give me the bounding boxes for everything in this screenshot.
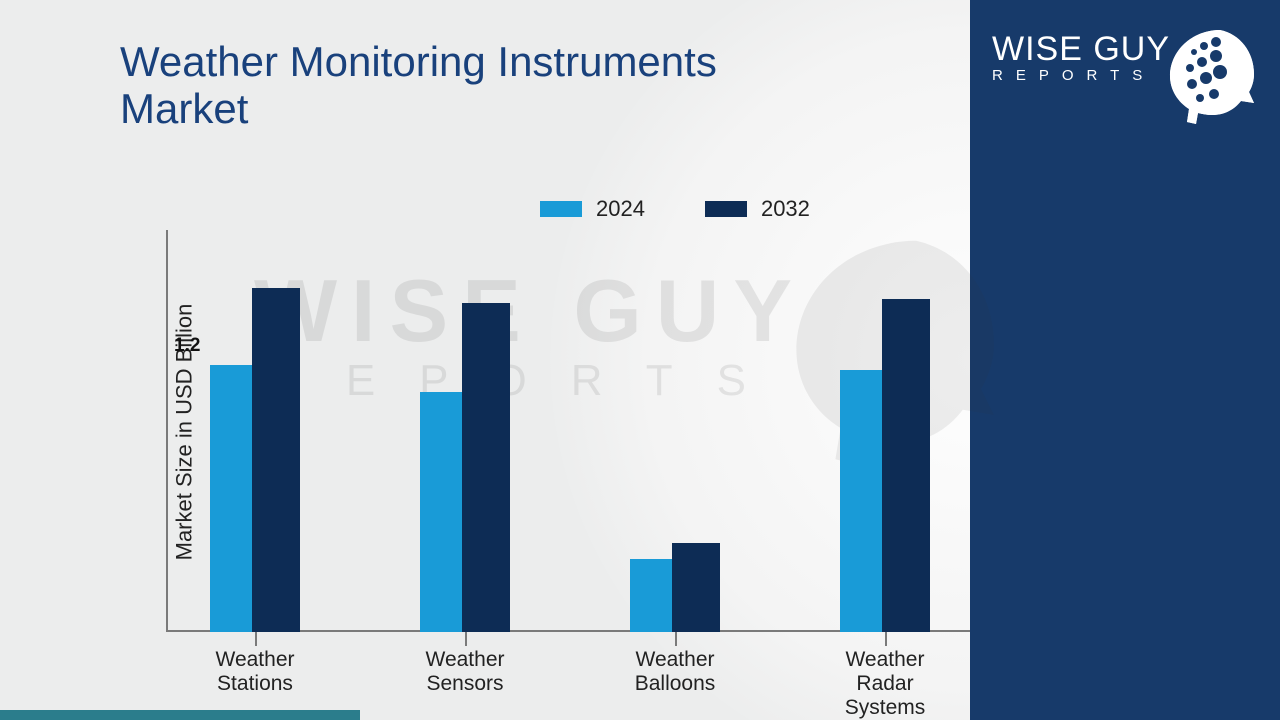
bar-chart: Market Size in USD Billion Weather Stati… xyxy=(100,232,970,632)
x-label: Weather Stations xyxy=(216,648,295,696)
x-label: Weather Sensors xyxy=(426,648,505,696)
y-axis xyxy=(166,230,168,632)
bottom-stripe xyxy=(0,710,360,720)
brand-line2: REPORTS xyxy=(992,67,1252,84)
chart-canvas: WISE GUY REPORTS WISE GUY REPORTS xyxy=(0,0,1280,720)
x-label: Weather Balloons xyxy=(635,648,716,696)
legend-swatch-2024 xyxy=(540,201,582,217)
bar-2024 xyxy=(420,392,468,632)
bar-2032 xyxy=(462,303,510,632)
bar-pair xyxy=(180,232,330,632)
brand-line1: WISE GUY xyxy=(992,30,1252,69)
bar-2024 xyxy=(210,365,258,632)
x-tick xyxy=(255,632,257,646)
legend-swatch-2032 xyxy=(705,201,747,217)
bar-group: Weather Sensors xyxy=(390,232,540,632)
bar-pair xyxy=(390,232,540,632)
bar-2032 xyxy=(882,299,930,632)
x-tick xyxy=(885,632,887,646)
bar-group: Weather Stations xyxy=(180,232,330,632)
bar-2024 xyxy=(630,559,678,632)
legend-item-2032: 2032 xyxy=(705,196,810,222)
x-tick xyxy=(675,632,677,646)
bar-pair xyxy=(810,232,960,632)
bar-2032 xyxy=(252,288,300,632)
brand-logo: WISE GUY REPORTS xyxy=(992,30,1252,84)
bar-pair xyxy=(600,232,750,632)
x-tick xyxy=(465,632,467,646)
bar-2024 xyxy=(840,370,888,632)
bar-group: Weather Balloons xyxy=(600,232,750,632)
x-label: Weather Radar Systems xyxy=(845,648,926,720)
legend-label-2032: 2032 xyxy=(761,196,810,222)
bar-2032 xyxy=(672,543,720,632)
legend: 2024 2032 xyxy=(540,196,810,222)
chart-title: Weather Monitoring Instruments Market xyxy=(120,38,840,132)
legend-label-2024: 2024 xyxy=(596,196,645,222)
bar-group: Weather Radar Systems xyxy=(810,232,960,632)
legend-item-2024: 2024 xyxy=(540,196,645,222)
bar-value-label: 1.2 xyxy=(174,335,200,357)
